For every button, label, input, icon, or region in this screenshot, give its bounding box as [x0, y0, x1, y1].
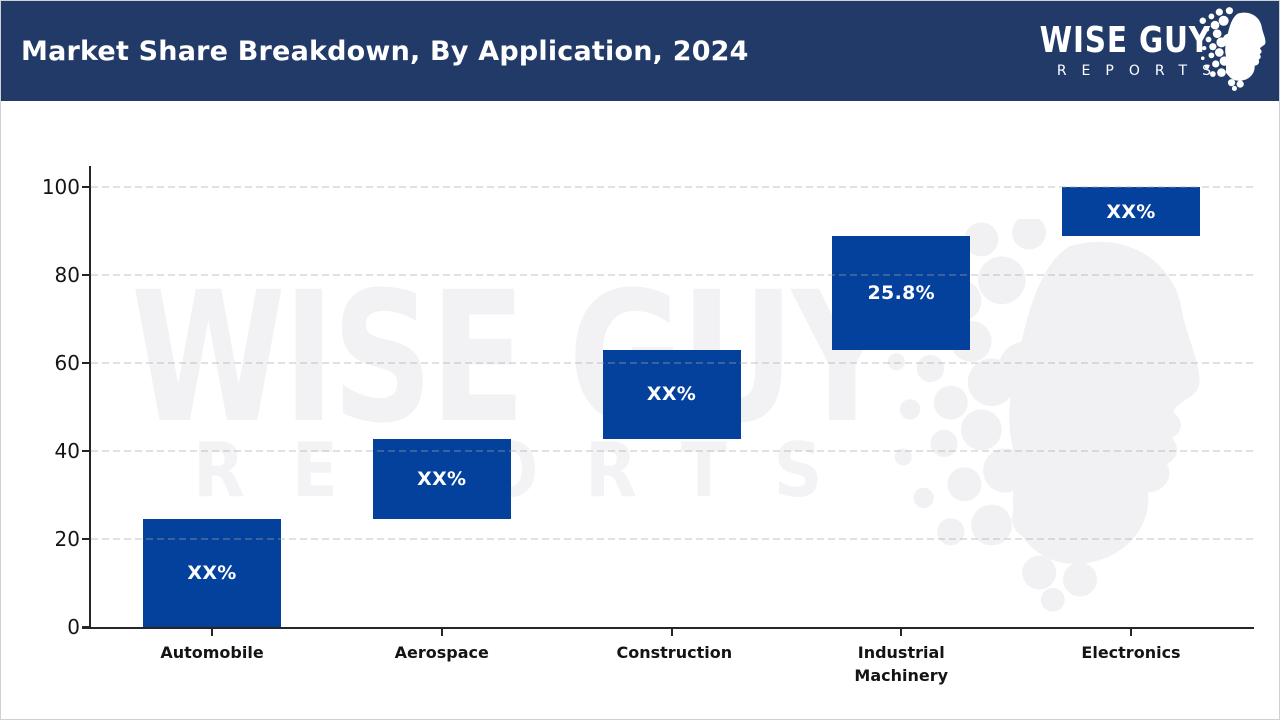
y-tick-label: 60: [54, 351, 80, 375]
y-tick-mark: [82, 362, 89, 364]
bar-value-label: XX%: [187, 562, 237, 585]
bar-value-label: XX%: [646, 383, 697, 406]
logo-tagline: REPORTS: [1056, 63, 1226, 79]
x-tick-mark: [900, 629, 903, 636]
x-tick-label: Automobile: [160, 643, 264, 662]
x-tick-mark: [1130, 629, 1132, 636]
gridline: [91, 450, 1254, 452]
wiseguy-logo: WISE GUY REPORTS: [1002, 7, 1269, 95]
bar-value-label: XX%: [1106, 200, 1156, 223]
chart-title: Market Share Breakdown, By Application, …: [21, 35, 749, 67]
bar: XX%: [143, 519, 281, 627]
bar-value-label: 25.8%: [867, 282, 935, 305]
dotted-face-icon: [1199, 7, 1266, 91]
y-tick-label: 20: [54, 527, 80, 551]
watermark-brand-text: WISE GUY: [131, 254, 893, 463]
x-tick-label: Electronics: [1081, 643, 1181, 662]
gridline: [91, 274, 1254, 276]
y-axis-line: [89, 166, 91, 629]
gridline: [91, 362, 1254, 364]
y-tick-mark: [82, 274, 89, 276]
logo-text: WISE GUY REPORTS: [1002, 20, 1211, 80]
bar-value-label: XX%: [417, 468, 467, 491]
bar: XX%: [372, 439, 511, 520]
bar: XX%: [1062, 187, 1200, 237]
y-tick-label: 80: [54, 263, 80, 287]
y-tick-mark: [82, 538, 89, 540]
y-tick-mark: [82, 186, 89, 188]
x-tick-label: Aerospace: [394, 643, 489, 662]
y-tick-mark: [82, 450, 89, 452]
x-tick-label: Construction: [616, 643, 733, 662]
logo-name: WISE GUY: [1039, 20, 1211, 61]
gridline: [91, 186, 1254, 188]
bar: XX%: [602, 349, 741, 440]
x-axis-line: [82, 627, 1254, 629]
y-tick-label: 100: [41, 175, 80, 199]
gridline: [91, 538, 1254, 540]
x-tick-mark: [440, 629, 443, 636]
x-tick-mark: [211, 629, 213, 636]
x-tick-mark: [670, 629, 673, 636]
x-tick-label: Industrial Machinery: [854, 643, 949, 686]
watermark-tagline-text: REPORTS: [193, 426, 870, 514]
bar: 25.8%: [832, 236, 971, 350]
y-tick-label: 40: [54, 439, 80, 463]
header-bar: Market Share Breakdown, By Application, …: [1, 1, 1279, 101]
y-tick-label: 0: [67, 615, 80, 639]
